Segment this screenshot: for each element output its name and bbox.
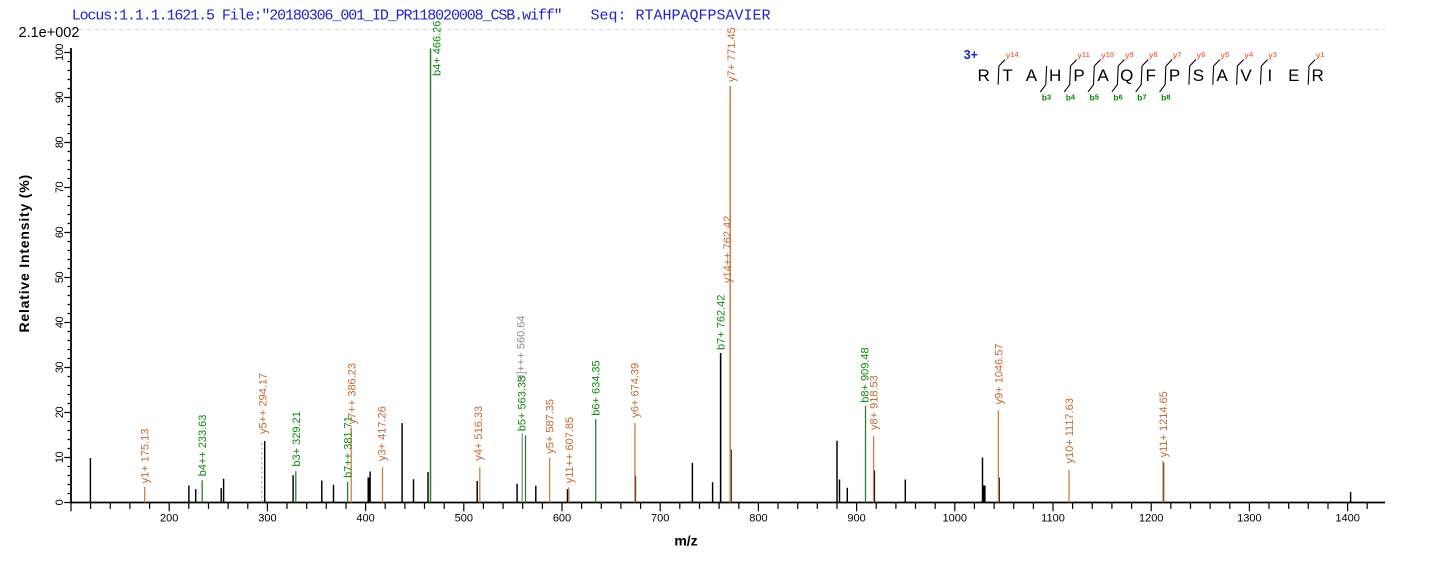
- svg-text:b8+ 909.48: b8+ 909.48: [860, 347, 872, 402]
- svg-text:40: 40: [54, 317, 66, 329]
- svg-text:y10: y10: [1101, 50, 1114, 60]
- svg-text:y4+ 516.33: y4+ 516.33: [473, 406, 485, 461]
- svg-text:y14++ 762.42: y14++ 762.42: [722, 216, 734, 283]
- svg-text:b7+ 762.42: b7+ 762.42: [715, 295, 727, 350]
- svg-text:y5+ 587.35: y5+ 587.35: [545, 399, 557, 454]
- svg-text:F: F: [1146, 66, 1156, 85]
- svg-text:500: 500: [455, 513, 473, 525]
- svg-text:1000: 1000: [943, 513, 967, 525]
- svg-text:R: R: [978, 66, 990, 85]
- svg-text:b4: b4: [1066, 92, 1076, 102]
- svg-text:b5+ 563.33: b5+ 563.33: [517, 376, 529, 431]
- svg-text:R: R: [1311, 66, 1323, 85]
- svg-text:T: T: [1002, 66, 1012, 85]
- svg-text:H]+++ 560.64: H]+++ 560.64: [516, 316, 528, 383]
- svg-text:1200: 1200: [1139, 513, 1163, 525]
- svg-text:400: 400: [356, 513, 374, 525]
- svg-text:y14: y14: [1006, 50, 1020, 60]
- svg-text:y7++ 386.23: y7++ 386.23: [347, 363, 359, 424]
- svg-text:P: P: [1073, 66, 1084, 85]
- svg-text:y8+ 918.53: y8+ 918.53: [868, 375, 880, 430]
- svg-text:y5: y5: [1220, 50, 1229, 60]
- svg-text:y11++ 607.85: y11++ 607.85: [564, 417, 576, 483]
- svg-text:50: 50: [54, 272, 66, 284]
- svg-text:H: H: [1049, 66, 1061, 85]
- svg-text:y1: y1: [1316, 50, 1325, 60]
- svg-text:V: V: [1240, 66, 1252, 85]
- svg-text:A: A: [1097, 66, 1109, 85]
- svg-text:b4+ 466.26: b4+ 466.26: [432, 21, 444, 76]
- svg-text:20: 20: [54, 407, 66, 419]
- svg-text:b7: b7: [1137, 92, 1146, 102]
- svg-text:900: 900: [847, 513, 865, 525]
- svg-text:y6: y6: [1196, 50, 1205, 60]
- svg-text:60: 60: [54, 227, 66, 239]
- svg-text:100: 100: [54, 44, 66, 61]
- svg-text:90: 90: [54, 92, 66, 104]
- svg-text:y4: y4: [1244, 50, 1254, 60]
- svg-text:Seq: RTAHPAQFPSAVIER: Seq: RTAHPAQFPSAVIER: [591, 7, 771, 24]
- svg-text:b6+ 634.35: b6+ 634.35: [591, 360, 603, 415]
- svg-text:b8: b8: [1161, 92, 1170, 102]
- svg-text:300: 300: [258, 513, 276, 525]
- svg-text:y9: y9: [1125, 50, 1134, 60]
- svg-text:200: 200: [160, 513, 178, 525]
- svg-text:0: 0: [54, 499, 66, 505]
- svg-text:3+: 3+: [964, 48, 978, 62]
- svg-text:800: 800: [749, 513, 767, 525]
- svg-text:Relative Intensity (%): Relative Intensity (%): [16, 174, 32, 332]
- svg-text:y11: y11: [1077, 50, 1090, 60]
- svg-text:1300: 1300: [1237, 513, 1261, 525]
- svg-text:y3+ 417.26: y3+ 417.26: [377, 406, 389, 461]
- svg-text:y1+ 175.13: y1+ 175.13: [140, 429, 152, 484]
- svg-text:Locus:1.1.1.1621.5 File:"20180: Locus:1.1.1.1621.5 File:"20180306_001_ID…: [72, 7, 562, 24]
- svg-text:y7: y7: [1173, 50, 1182, 60]
- svg-text:70: 70: [54, 182, 66, 194]
- svg-text:1400: 1400: [1335, 513, 1359, 525]
- svg-text:b7++ 381.71: b7++ 381.71: [343, 416, 355, 478]
- svg-text:y8: y8: [1149, 50, 1158, 60]
- svg-text:y3: y3: [1268, 50, 1277, 60]
- svg-text:y6+ 674.39: y6+ 674.39: [630, 363, 642, 418]
- svg-text:E: E: [1288, 66, 1299, 85]
- svg-text:S: S: [1193, 66, 1204, 85]
- svg-text:m/z: m/z: [674, 532, 697, 548]
- svg-text:600: 600: [553, 513, 571, 525]
- svg-text:80: 80: [54, 137, 66, 149]
- svg-text:10: 10: [54, 452, 66, 464]
- svg-text:b6: b6: [1113, 92, 1122, 102]
- svg-text:b3+ 329.21: b3+ 329.21: [291, 411, 303, 466]
- svg-text:b3: b3: [1042, 92, 1051, 102]
- svg-text:y11+ 1214.65: y11+ 1214.65: [1158, 391, 1170, 457]
- svg-text:b5: b5: [1090, 92, 1099, 102]
- svg-text:y9+ 1046.57: y9+ 1046.57: [993, 344, 1005, 405]
- svg-text:700: 700: [651, 513, 669, 525]
- svg-text:A: A: [1026, 66, 1038, 85]
- svg-text:y5++ 294.17: y5++ 294.17: [257, 373, 269, 434]
- svg-text:P: P: [1169, 66, 1180, 85]
- svg-text:y10+ 1117.63: y10+ 1117.63: [1064, 398, 1076, 463]
- svg-text:2.1e+002: 2.1e+002: [19, 25, 80, 41]
- svg-text:b4++ 233.63: b4++ 233.63: [197, 415, 209, 477]
- svg-text:1100: 1100: [1041, 513, 1065, 525]
- svg-text:y7+ 771.45: y7+ 771.45: [726, 27, 738, 82]
- svg-text:Q: Q: [1120, 66, 1133, 85]
- svg-text:30: 30: [54, 362, 66, 374]
- svg-text:A: A: [1217, 66, 1229, 85]
- svg-text:I: I: [1268, 66, 1273, 85]
